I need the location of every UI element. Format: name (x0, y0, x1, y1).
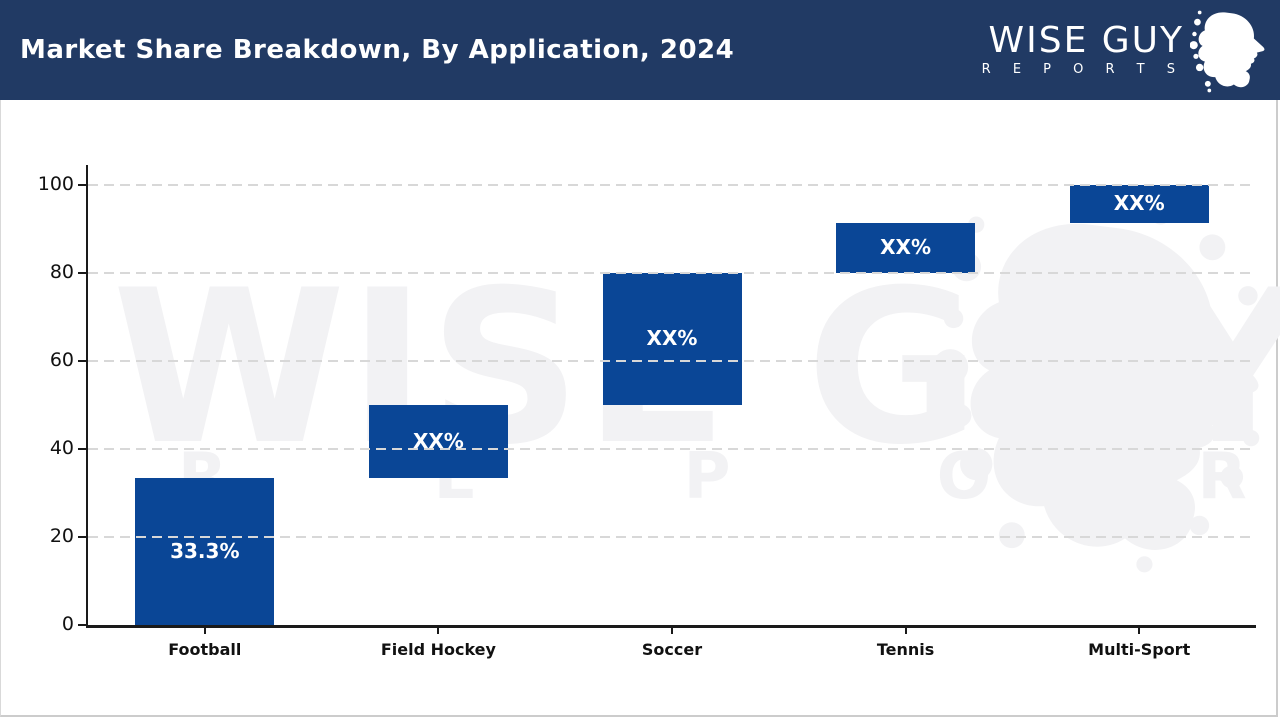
x-axis-tick (437, 627, 440, 634)
bar-field-hockey (368, 405, 508, 479)
y-axis-tick-label: 60 (49, 349, 74, 371)
x-axis-tick-label-soccer: Soccer (641, 640, 703, 659)
chart-title: Market Share Breakdown, By Application, … (20, 35, 735, 65)
bar-football (135, 478, 275, 625)
x-axis-tick-label-tennis: Tennis (876, 640, 935, 659)
x-axis-tick (203, 627, 206, 634)
logo-text: WISE GUY R E P O R T S (982, 22, 1184, 78)
y-axis-tick-label: 40 (49, 437, 74, 459)
y-axis-tick-label: 100 (37, 173, 74, 195)
y-axis-tick (78, 184, 88, 186)
gridline-100 (88, 184, 1256, 186)
y-axis-tick-label: 0 (61, 613, 74, 635)
bar-value-label-multi-sport: XX% (1113, 190, 1165, 215)
x-axis-tick (671, 627, 673, 634)
y-axis-tick (78, 360, 88, 362)
y-axis-tick (78, 624, 88, 626)
bar-multi-sport (1069, 185, 1209, 223)
gridline-60 (88, 360, 1256, 362)
x-axis-tick (904, 627, 907, 634)
y-axis-tick (78, 536, 88, 538)
bar-value-label-soccer: XX% (646, 326, 698, 350)
wise-guy-reports-logo: WISE GUY R E P O R T S (982, 0, 1268, 100)
bar-tennis (836, 222, 976, 273)
y-axis-tick (78, 272, 88, 274)
x-axis-tick-label-multi-sport: Multi-Sport (1088, 640, 1191, 659)
x-axis-tick-label-field-hockey: Field Hockey (380, 640, 496, 659)
x-axis-tick (1138, 627, 1141, 634)
y-axis-line (86, 165, 88, 627)
gridline-80 (88, 272, 1256, 274)
logo-face-icon (1190, 10, 1265, 93)
header-band: Market Share Breakdown, By Application, … (0, 0, 1280, 100)
bar-value-label-football: 33.3% (170, 538, 240, 563)
x-axis-line (86, 625, 1256, 628)
bar-value-label-field-hockey: XX% (412, 428, 464, 453)
y-axis-tick-label: 80 (49, 261, 74, 283)
x-axis-tick-label-football: Football (168, 640, 242, 659)
gridline-40 (88, 448, 1256, 450)
y-axis-tick (78, 448, 88, 450)
logo-subtitle: R E P O R T S (981, 62, 1184, 77)
logo-wordmark: WISE GUY (988, 20, 1184, 61)
gridline-20 (88, 536, 1256, 538)
bar-value-label-tennis: XX% (880, 234, 932, 259)
bar-soccer (602, 273, 742, 405)
y-axis-tick-label: 20 (49, 525, 74, 547)
